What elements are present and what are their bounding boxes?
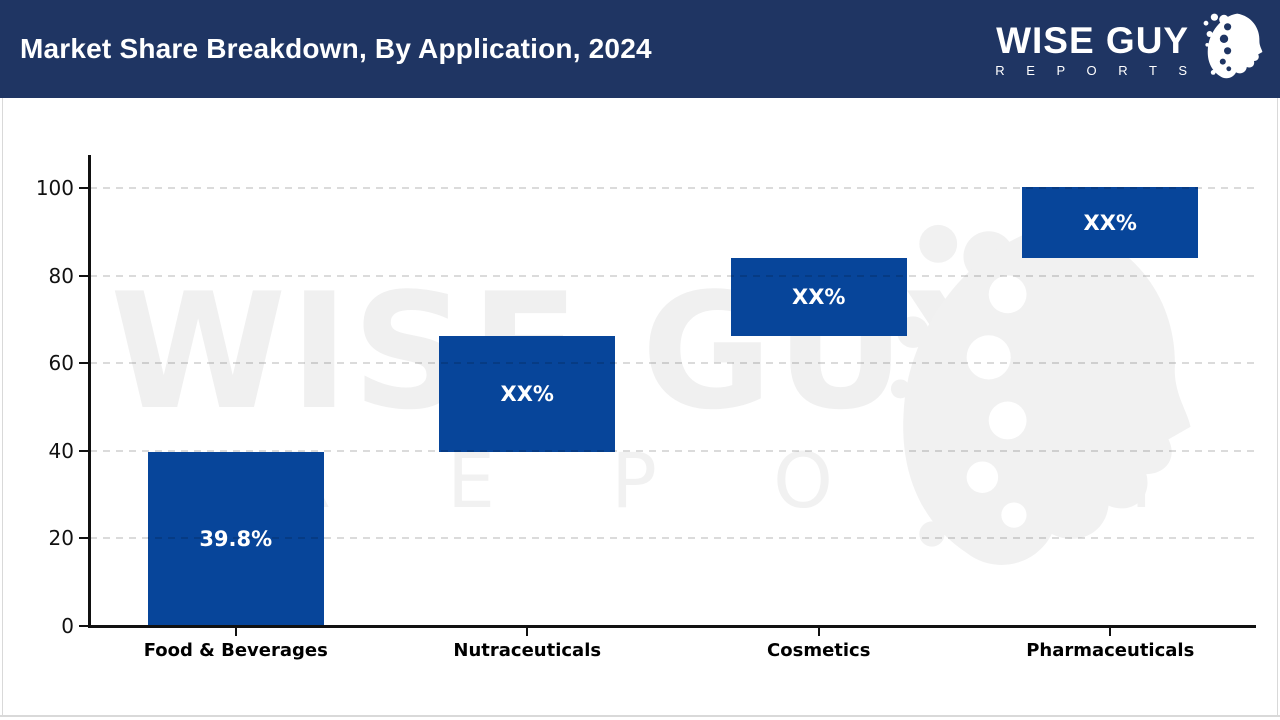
bar-food-beverages	[147, 451, 324, 626]
gridline-80	[90, 274, 1256, 277]
y-tick-80	[79, 274, 88, 277]
x-axis	[88, 625, 1256, 628]
chart-title: Market Share Breakdown, By Application, …	[20, 33, 652, 64]
bar-value-label: XX%	[500, 381, 554, 406]
x-category-label: Nutraceuticals	[453, 640, 602, 661]
bar-value-label: XX%	[792, 285, 846, 310]
x-tick-2	[817, 628, 820, 636]
y-tick-label-100: 100	[35, 176, 74, 201]
logo-subtitle: R E P O R T S	[995, 62, 1196, 78]
y-tick-40	[79, 449, 88, 452]
frame-bottom-border	[0, 715, 1280, 717]
y-tick-0	[79, 625, 88, 627]
x-tick-0	[234, 628, 237, 636]
gridline-100	[90, 187, 1256, 190]
bar-nutraceuticals	[439, 335, 616, 452]
x-tick-1	[526, 628, 529, 636]
y-tick-label-80: 80	[48, 263, 74, 288]
x-category-label: Pharmaceuticals	[1026, 640, 1195, 661]
y-tick-label-40: 40	[48, 438, 74, 463]
y-tick-label-60: 60	[48, 351, 74, 376]
logo-wordmark: WISE GUY	[996, 19, 1190, 61]
bar-chart: 0 20 40 60 80 100 39.8% Food & Beverages XX% Nutr…	[0, 98, 1280, 720]
frame-right-border	[1277, 98, 1278, 716]
bar-value-label: 39.8%	[199, 526, 273, 551]
y-tick-100	[79, 187, 88, 190]
header-band: Market Share Breakdown, By Application, …	[0, 0, 1280, 98]
logo-face-icon	[1203, 13, 1263, 79]
gridline-60	[90, 362, 1256, 365]
y-axis	[88, 155, 91, 628]
y-tick-label-0: 0	[61, 614, 74, 638]
bar-cosmetics	[730, 258, 907, 336]
y-tick-20	[79, 537, 88, 540]
logo-text: WISE GUY R E P O R T S	[989, 22, 1196, 77]
x-tick-3	[1109, 628, 1112, 636]
gridline-20	[90, 537, 1256, 540]
wise-guy-reports-logo: WISE GUY R E P O R T S	[989, 0, 1266, 98]
frame-left-border	[2, 98, 3, 716]
gridline-40	[90, 449, 1256, 452]
bar-value-label: XX%	[1083, 210, 1137, 235]
x-category-label: Cosmetics	[767, 640, 871, 661]
x-category-label: Food & Beverages	[143, 640, 328, 661]
y-tick-60	[79, 362, 88, 365]
y-tick-label-20: 20	[48, 526, 74, 551]
